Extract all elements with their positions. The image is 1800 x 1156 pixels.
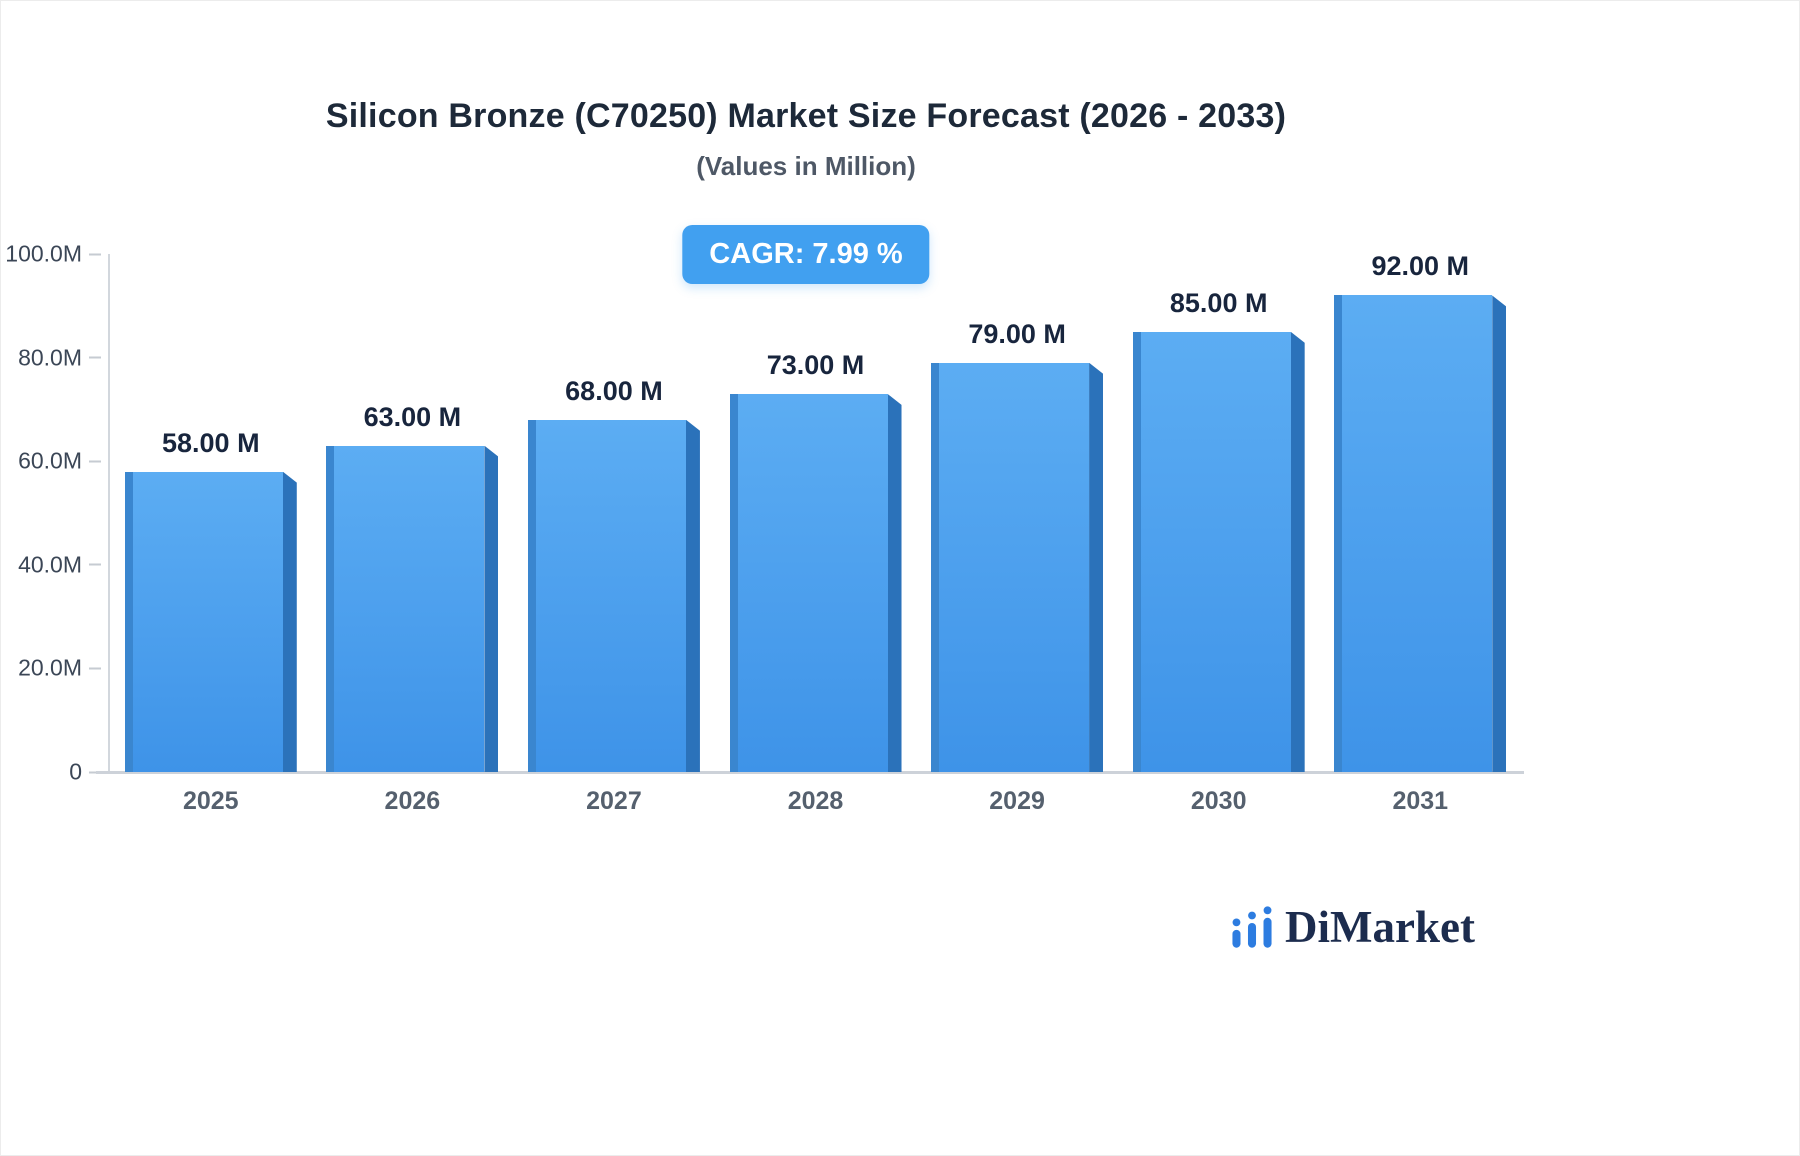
bar-left-edge	[931, 362, 940, 772]
bar-left-edge	[1132, 331, 1141, 772]
bar-slot: 92.00 M	[1319, 251, 1521, 772]
x-axis-label-2030: 2030	[1190, 787, 1247, 815]
x-axis-label-2029: 2029	[989, 787, 1045, 815]
x-axis-label-2031: 2031	[1392, 787, 1449, 815]
bar-slot: 68.00 M	[513, 254, 715, 772]
bar-value-label: 68.00 M	[565, 375, 663, 406]
x-axis: 2025 2026 2027 2028 2029 2030 2031	[110, 787, 1521, 816]
bar-face	[737, 393, 888, 772]
bar-value-label: 92.00 M	[1371, 251, 1470, 282]
y-tick: 80.0M	[18, 344, 101, 371]
y-tick-mark	[89, 667, 101, 670]
bar-2025: 58.00 M	[124, 428, 297, 772]
y-tick: 100.0M	[5, 241, 101, 268]
bar-2030: 85.00 M	[1132, 288, 1305, 772]
chart-title: Silicon Bronze (C70250) Market Size Fore…	[325, 97, 1287, 135]
bar-face	[939, 362, 1090, 772]
bar-face	[334, 445, 485, 772]
x-axis-label-2027: 2027	[586, 787, 642, 815]
y-tick: 0	[69, 759, 101, 786]
brand-chart-icon	[1232, 906, 1272, 948]
bar-slot: 85.00 M	[1118, 254, 1320, 772]
x-axis-label-2025: 2025	[182, 787, 239, 815]
y-tick-mark	[89, 563, 101, 566]
y-tick-mark	[89, 460, 101, 463]
y-tick: 40.0M	[18, 551, 101, 578]
bar-left-edge	[124, 471, 133, 772]
y-tick-mark	[89, 771, 101, 773]
bar-2029: 79.00 M	[931, 319, 1104, 772]
bar-slot: 58.00 M	[110, 254, 312, 772]
y-tick-mark	[89, 356, 101, 359]
bar-slot: 73.00 M	[715, 254, 917, 772]
y-tick-label: 40.0M	[18, 551, 82, 578]
bar-value-label: 63.00 M	[363, 401, 462, 432]
y-tick: 60.0M	[18, 448, 101, 475]
bar-right-side	[685, 419, 700, 772]
y-tick-label: 80.0M	[18, 344, 82, 371]
bar-slot: 79.00 M	[916, 254, 1118, 772]
bar-left-edge	[729, 393, 738, 772]
bar-right-side	[484, 445, 499, 772]
x-axis-label-2026: 2026	[384, 787, 441, 815]
bar-2027: 68.00 M	[527, 376, 700, 772]
y-tick: 20.0M	[18, 655, 101, 682]
bar-slot: 63.00 M	[312, 254, 514, 772]
brand-logo: DiMarket	[1229, 904, 1475, 950]
bar-2026: 63.00 M	[326, 402, 499, 772]
y-tick-label: 0	[69, 758, 82, 785]
bar-right-side	[1290, 331, 1305, 772]
bar-left-edge	[1334, 295, 1343, 772]
y-tick-label: 20.0M	[18, 654, 82, 681]
x-axis-line	[96, 771, 1524, 774]
y-tick-label: 60.0M	[18, 447, 82, 474]
cagr-badge: CAGR: 7.99 %	[682, 225, 930, 284]
bar-value-label: 73.00 M	[766, 349, 865, 380]
y-tick-mark	[89, 253, 101, 255]
bar-value-label: 85.00 M	[1169, 287, 1268, 318]
y-axis-line	[108, 254, 110, 772]
bar-face	[132, 471, 283, 772]
y-tick-label: 100.0M	[5, 240, 82, 267]
chart-subtitle: (Values in Million)	[696, 151, 916, 181]
bar-left-edge	[527, 419, 536, 772]
x-axis-label-2028: 2028	[787, 787, 844, 815]
bar-2028: 73.00 M	[729, 350, 902, 772]
bar-face	[535, 419, 686, 772]
bar-right-side	[1089, 362, 1104, 772]
bar-right-side	[1492, 295, 1507, 772]
bar-left-edge	[326, 445, 335, 772]
brand-name: DiMarket	[1285, 902, 1475, 952]
bar-face	[1140, 331, 1291, 772]
bar-face	[1342, 295, 1493, 772]
bar-value-label: 79.00 M	[968, 318, 1066, 349]
y-axis: 0 20.0M 40.0M 60.0M 80.0M 100.0M	[1, 241, 101, 785]
bar-2031: 92.00 M	[1334, 251, 1507, 772]
bar-value-label: 58.00 M	[162, 427, 260, 458]
bar-right-side	[282, 471, 297, 772]
plot-area: 58.00 M 63.00 M 68.00 M 73.00 M 79.00 M 85.00…	[110, 251, 1521, 772]
bar-right-side	[887, 393, 902, 772]
